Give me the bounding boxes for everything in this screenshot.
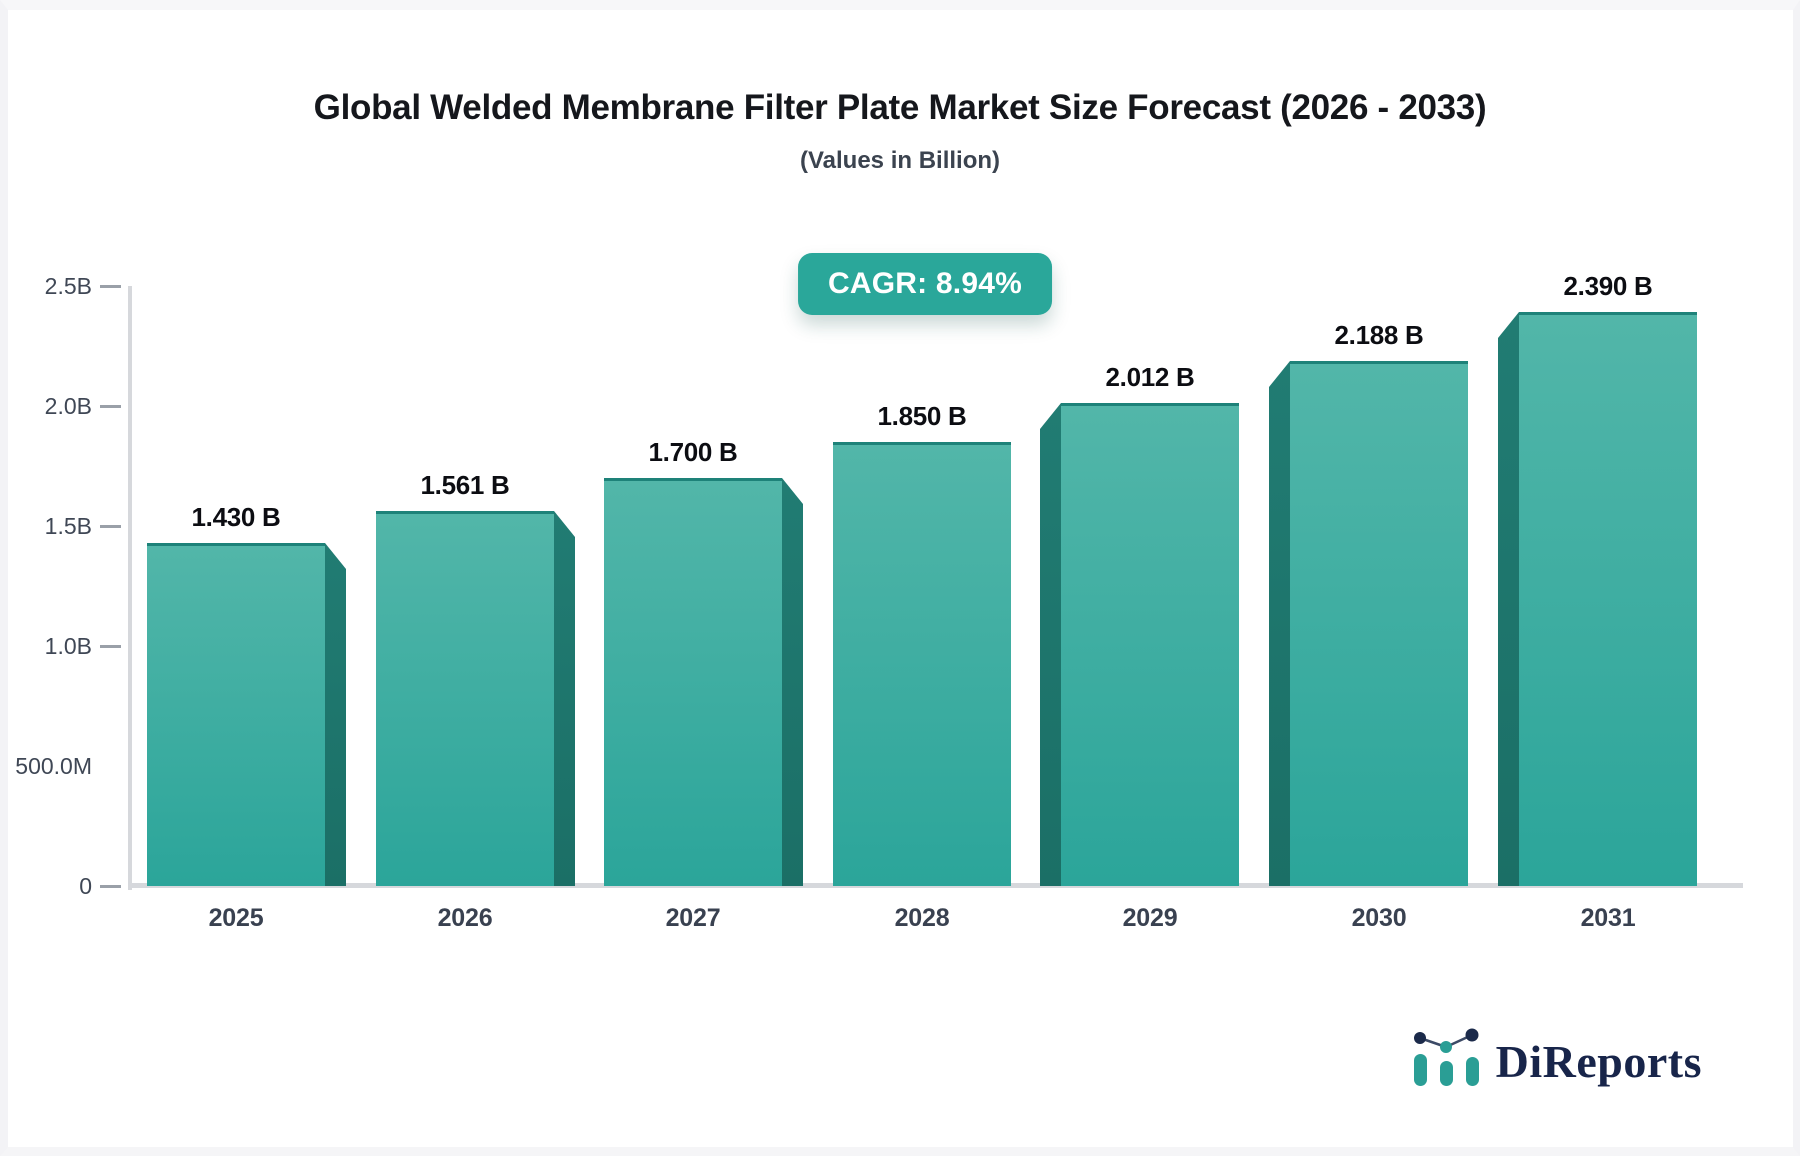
y-tick-dash [100, 405, 121, 408]
bar-front-face [147, 543, 325, 886]
bar-value-label: 1.430 B [191, 502, 281, 532]
bar-front-face [1519, 312, 1697, 886]
bar-value-label: 1.700 B [648, 437, 738, 467]
bar-value-label: 2.012 B [1105, 362, 1195, 392]
bar-2025 [147, 543, 346, 886]
x-axis-label: 2028 [894, 904, 950, 932]
mini-bar-chart-icon [1413, 1028, 1479, 1086]
bar-2026 [376, 511, 575, 886]
x-axis-label: 2026 [437, 904, 493, 932]
x-axis-label: 2031 [1580, 904, 1636, 932]
bar-side-face [1498, 312, 1519, 886]
bar-front-face [1290, 361, 1468, 886]
bar-side-face [554, 511, 575, 886]
y-axis-line [128, 286, 132, 890]
y-tick-dash [100, 645, 121, 648]
bar-front-face [1061, 403, 1239, 886]
cagr-badge-label: CAGR: 8.94% [828, 267, 1022, 300]
x-axis-label: 2025 [208, 904, 264, 932]
y-tick-dash [100, 885, 121, 888]
bar-2030 [1269, 361, 1468, 886]
y-tick-label: 2.0B [44, 393, 92, 419]
y-tick-label: 2.5B [44, 273, 92, 299]
x-axis-label: 2027 [665, 904, 721, 932]
bar-2028 [833, 442, 1011, 886]
bar-value-label: 1.850 B [877, 401, 967, 431]
bar-side-face [782, 478, 803, 886]
bar-2027 [604, 478, 803, 886]
brand-logo: DiReports [1412, 1028, 1702, 1088]
cagr-badge: CAGR: 8.94% [798, 253, 1052, 315]
y-tick-label: 500.0M [15, 753, 92, 779]
x-axis-label: 2029 [1122, 904, 1178, 932]
bar-side-face [1040, 403, 1061, 886]
chart-title: Global Welded Membrane Filter Plate Mark… [313, 88, 1487, 127]
bar-front-face [833, 442, 1011, 886]
y-tick-label: 1.5B [44, 513, 92, 539]
bar-2031 [1498, 312, 1697, 886]
bar-front-face [604, 478, 782, 886]
bar-value-label: 2.188 B [1334, 320, 1424, 350]
y-tick-label: 0 [79, 873, 92, 899]
bar-front-face [376, 511, 554, 886]
bar-side-face [325, 543, 346, 886]
bar-2029 [1040, 403, 1239, 886]
brand-name: DiReports [1495, 1036, 1702, 1087]
y-tick-dash [100, 285, 121, 288]
bar-side-face [1269, 361, 1290, 886]
bar-value-label: 1.561 B [420, 470, 510, 500]
chart-subtitle: (Values in Billion) [799, 147, 1001, 174]
x-axis-label: 2030 [1351, 904, 1407, 932]
bar-value-label: 2.390 B [1563, 271, 1653, 301]
y-tick-dash [100, 525, 121, 528]
y-tick-label: 1.0B [44, 633, 92, 659]
